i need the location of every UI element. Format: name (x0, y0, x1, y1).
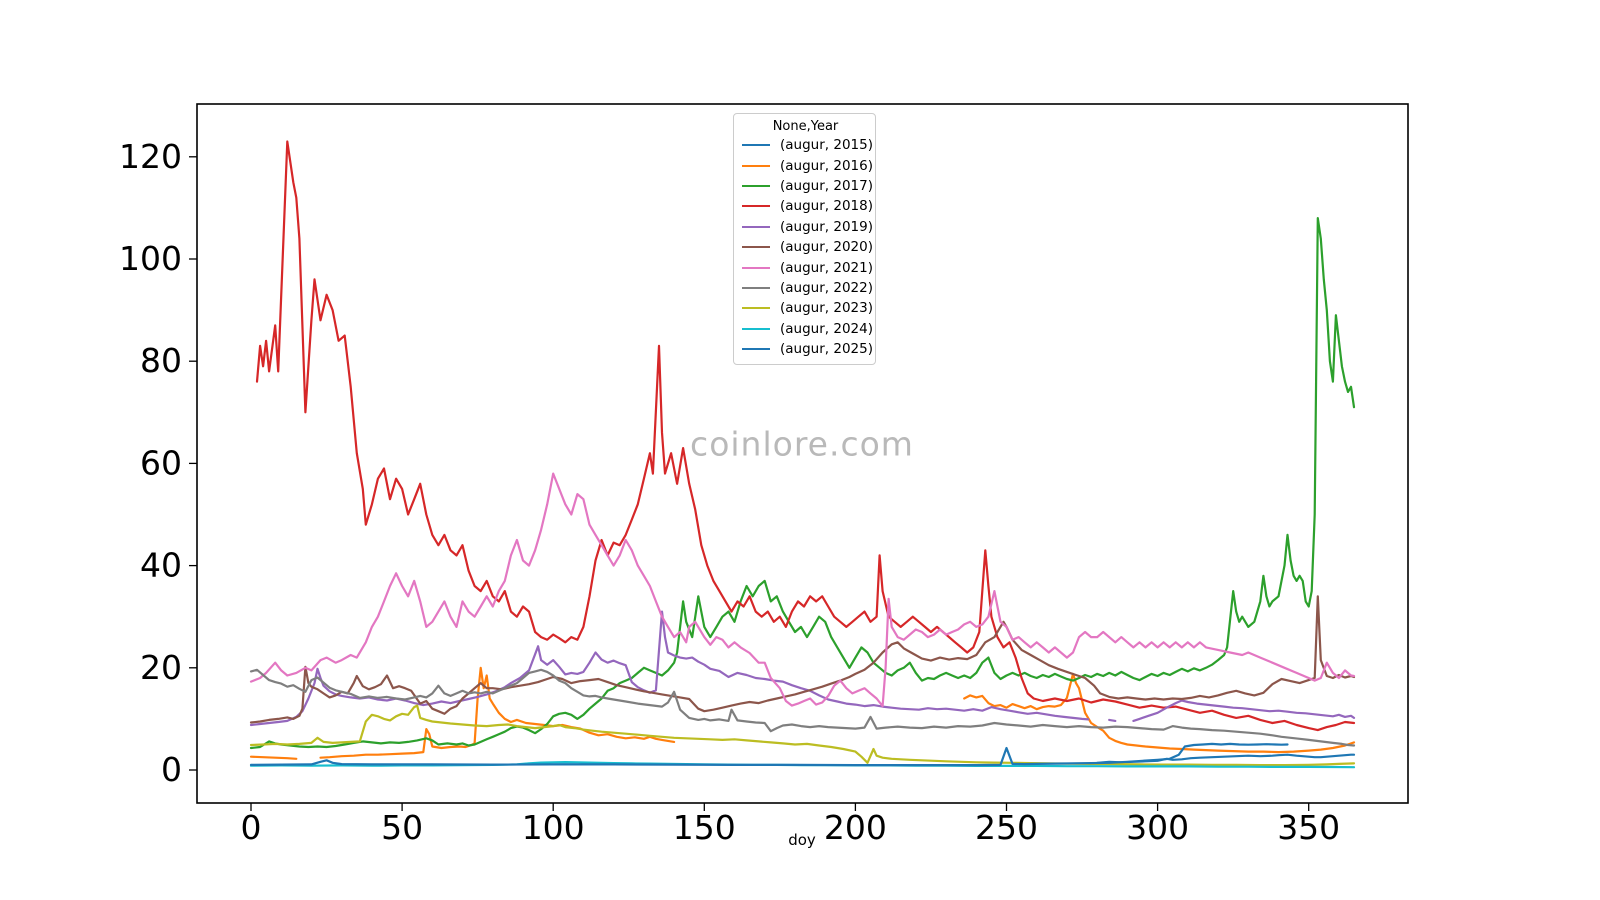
series-line-2021 (249, 472, 1356, 708)
legend-label-2023: (augur, 2023) (780, 300, 873, 317)
legend-label-2024: (augur, 2024) (780, 320, 873, 337)
x-tick-label: 350 (1277, 808, 1340, 847)
legend-title: None,Year (772, 119, 839, 134)
legend-label-2018: (augur, 2018) (780, 198, 873, 215)
y-tick-label: 120 (119, 137, 182, 176)
legend-swatch-2023 (742, 307, 770, 310)
legend-label-2021: (augur, 2021) (780, 259, 873, 276)
legend-label-2020: (augur, 2020) (780, 239, 873, 256)
legend-entry-2025: (augur, 2025) (740, 339, 873, 359)
legend-swatch-2019 (742, 225, 770, 228)
series-line-2022 (249, 668, 1356, 747)
legend-entry-2016: (augur, 2016) (740, 155, 873, 175)
x-tick-label: 50 (381, 808, 423, 847)
legend-swatch-2016 (742, 164, 770, 167)
x-tick-label: 200 (824, 808, 887, 847)
series-line-2019 (1108, 718, 1117, 723)
y-tick-label: 0 (161, 750, 182, 789)
series-line-2016 (319, 666, 676, 759)
legend-label-2016: (augur, 2016) (780, 157, 873, 174)
legend: None,Year (augur, 2015) (augur, 2016) (aug… (733, 113, 876, 366)
y-tick-label: 40 (140, 546, 182, 585)
series-line-2025 (249, 742, 1289, 767)
series-line-2019 (1132, 699, 1356, 723)
legend-rows: (augur, 2015) (augur, 2016) (augur, 2017) (… (740, 135, 873, 359)
watermark: coinlore.com (690, 424, 914, 464)
legend-entry-2023: (augur, 2023) (740, 298, 873, 318)
series-line-2020 (249, 595, 1356, 724)
legend-label-2022: (augur, 2022) (780, 279, 873, 296)
series-line-2017 (249, 217, 1356, 750)
legend-swatch-2015 (742, 144, 770, 147)
x-tick-label: 100 (522, 808, 585, 847)
y-tick-label: 100 (119, 239, 182, 278)
x-tick-label: 0 (241, 808, 262, 847)
legend-entry-2017: (augur, 2017) (740, 176, 873, 196)
y-tick-label: 20 (140, 648, 182, 687)
legend-swatch-2024 (742, 327, 770, 330)
legend-entry-2021: (augur, 2021) (740, 257, 873, 277)
legend-label-2019: (augur, 2019) (780, 218, 873, 235)
x-tick-label: 300 (1126, 808, 1189, 847)
x-tick-label: 150 (673, 808, 736, 847)
legend-entry-2018: (augur, 2018) (740, 196, 873, 216)
legend-label-2015: (augur, 2015) (780, 137, 873, 154)
x-tick-label: 250 (975, 808, 1038, 847)
legend-entry-2022: (augur, 2022) (740, 278, 873, 298)
legend-swatch-2020 (742, 246, 770, 249)
y-tick-label: 60 (140, 443, 182, 482)
legend-label-2017: (augur, 2017) (780, 177, 873, 194)
series-line-2023 (249, 704, 1356, 767)
legend-swatch-2021 (742, 266, 770, 269)
legend-entry-2020: (augur, 2020) (740, 237, 873, 257)
legend-swatch-2022 (742, 286, 770, 289)
legend-entry-2019: (augur, 2019) (740, 217, 873, 237)
y-tick-label: 80 (140, 341, 182, 380)
legend-entry-2024: (augur, 2024) (740, 319, 873, 339)
series-line-2016 (249, 755, 298, 760)
legend-swatch-2017 (742, 184, 770, 187)
legend-swatch-2025 (742, 348, 770, 351)
series-line-2018 (255, 140, 1356, 732)
legend-entry-2015: (augur, 2015) (740, 135, 873, 155)
legend-swatch-2018 (742, 205, 770, 208)
plot-border (196, 103, 1409, 804)
legend-label-2025: (augur, 2025) (780, 341, 873, 358)
x-axis-label: doy (788, 831, 816, 849)
